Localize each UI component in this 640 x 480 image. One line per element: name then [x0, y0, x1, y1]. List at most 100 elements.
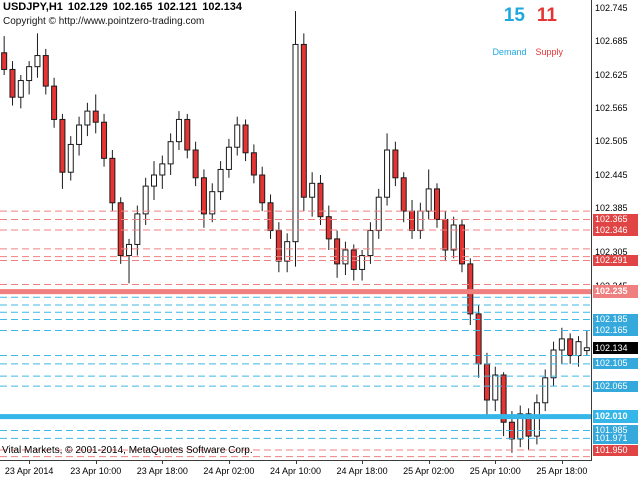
ohlc-high: 102.165: [112, 1, 153, 13]
demand-label: Demand: [492, 47, 527, 57]
candle: [209, 183, 216, 223]
candle: [92, 94, 99, 134]
candle: [492, 366, 499, 412]
time-axis-tick: [295, 461, 297, 464]
time-axis-tick: [428, 461, 430, 464]
candle: [175, 111, 182, 150]
time-axis-label: 24 Apr 02:00: [203, 466, 255, 476]
candle: [242, 119, 249, 162]
price-axis-label-demand: 102.165: [593, 325, 638, 337]
time-axis-label: 23 Apr 10:00: [70, 466, 122, 476]
candle: [434, 183, 441, 228]
time-axis-tick: [162, 461, 164, 464]
candle: [84, 102, 91, 137]
chart-title: USDJPY,H1 102.129 102.165 102.121 102.134: [3, 1, 247, 13]
time-axis-label: 24 Apr 10:00: [269, 466, 322, 476]
candle: [67, 136, 74, 181]
time-axis-label: 25 Apr 18:00: [536, 466, 588, 476]
candle: [533, 394, 540, 445]
price-axis-label-demand_control: 102.010: [593, 410, 638, 424]
candle: [159, 155, 166, 189]
time-axis-tick: [29, 461, 31, 464]
candle: [192, 141, 199, 187]
price-axis-label-supply: 102.365: [593, 213, 638, 225]
candle: [250, 144, 257, 184]
supply-count: 11: [536, 5, 557, 26]
zone-counts: 15 11: [504, 5, 557, 27]
candle: [400, 172, 407, 223]
price-axis-label-plain: 102.565: [595, 102, 628, 113]
zone-count-labels: Demand Supply: [492, 47, 563, 57]
price-axis-label-supply: 102.346: [593, 224, 638, 236]
price-axis-label-demand: 101.985: [593, 425, 638, 437]
price-axis-label-plain: 102.385: [595, 202, 628, 213]
time-axis-tick: [362, 461, 364, 464]
candle: [1, 36, 8, 75]
time-axis-tick: [95, 461, 97, 464]
time-axis-label: 23 Apr 18:00: [136, 466, 188, 476]
candle: [392, 141, 399, 187]
candle: [51, 77, 58, 128]
candle: [375, 188, 382, 239]
price-axis-label-supply: 101.950: [593, 444, 638, 456]
ohlc-close: 102.134: [202, 1, 242, 13]
price-axis[interactable]: 102.745 102.685 102.625 102.565 102.505 102.4…: [592, 0, 640, 460]
candle: [342, 241, 349, 275]
candle: [26, 61, 33, 95]
chart-plot-area[interactable]: USDJPY,H1 102.129 102.165 102.121 102.134 Co…: [0, 0, 592, 461]
candle: [267, 194, 274, 239]
candle: [583, 330, 590, 355]
candle: [575, 336, 582, 367]
price-axis-label-supply_control: 102.235: [593, 285, 638, 299]
candle: [167, 133, 174, 175]
price-axis-label-plain: 102.625: [595, 69, 628, 80]
candle: [350, 244, 357, 281]
candle: [309, 172, 316, 217]
ohlc-low: 102.121: [157, 1, 198, 13]
candle: [367, 222, 374, 264]
indicator-copyright-text: Copyright © http://www.pointzero-trading…: [3, 16, 205, 27]
time-axis-tick: [228, 461, 230, 464]
candle: [200, 169, 207, 228]
time-axis-label: 25 Apr 02:00: [403, 466, 455, 476]
candle: [458, 219, 465, 273]
candle: [259, 166, 266, 212]
candle: [275, 222, 282, 273]
price-axis-label-demand: 102.185: [593, 313, 638, 325]
demand-count: 15: [503, 5, 525, 26]
price-axis-label-plain: 102.685: [595, 36, 628, 47]
price-axis-label-demand: 102.105: [593, 358, 638, 370]
candle: [284, 233, 291, 273]
candles-and-levels-canvas: [0, 11, 591, 458]
price-axis-label-demand: 102.065: [593, 380, 638, 392]
candle: [34, 33, 41, 78]
candle: [517, 405, 524, 448]
candle: [109, 150, 116, 212]
time-axis-label: 25 Apr 10:00: [469, 466, 521, 476]
candle: [117, 197, 124, 264]
candle: [234, 116, 241, 156]
price-axis-label-plain: 102.305: [595, 247, 628, 258]
candle: [59, 113, 66, 189]
candle: [334, 230, 341, 278]
candle: [217, 161, 224, 200]
time-axis-label: 23 Apr 2014: [4, 466, 54, 476]
candle: [292, 11, 299, 267]
candle: [76, 116, 83, 156]
candle: [9, 61, 16, 106]
current-price-label: 102.134: [593, 341, 638, 354]
candle: [142, 177, 149, 225]
candle: [300, 33, 307, 212]
price-axis-label-plain: 102.745: [595, 2, 628, 13]
candle: [225, 138, 232, 178]
candle: [134, 205, 141, 256]
candle: [101, 113, 108, 167]
candle: [425, 169, 432, 220]
candle: [325, 205, 332, 250]
time-axis[interactable]: 23 Apr 2014 23 Apr 10:00 23 Apr 18:00 24 Ap…: [0, 461, 640, 480]
candle: [384, 133, 391, 206]
candle: [475, 305, 482, 378]
time-axis-label: 24 Apr 18:00: [336, 466, 388, 476]
candle: [42, 48, 49, 95]
